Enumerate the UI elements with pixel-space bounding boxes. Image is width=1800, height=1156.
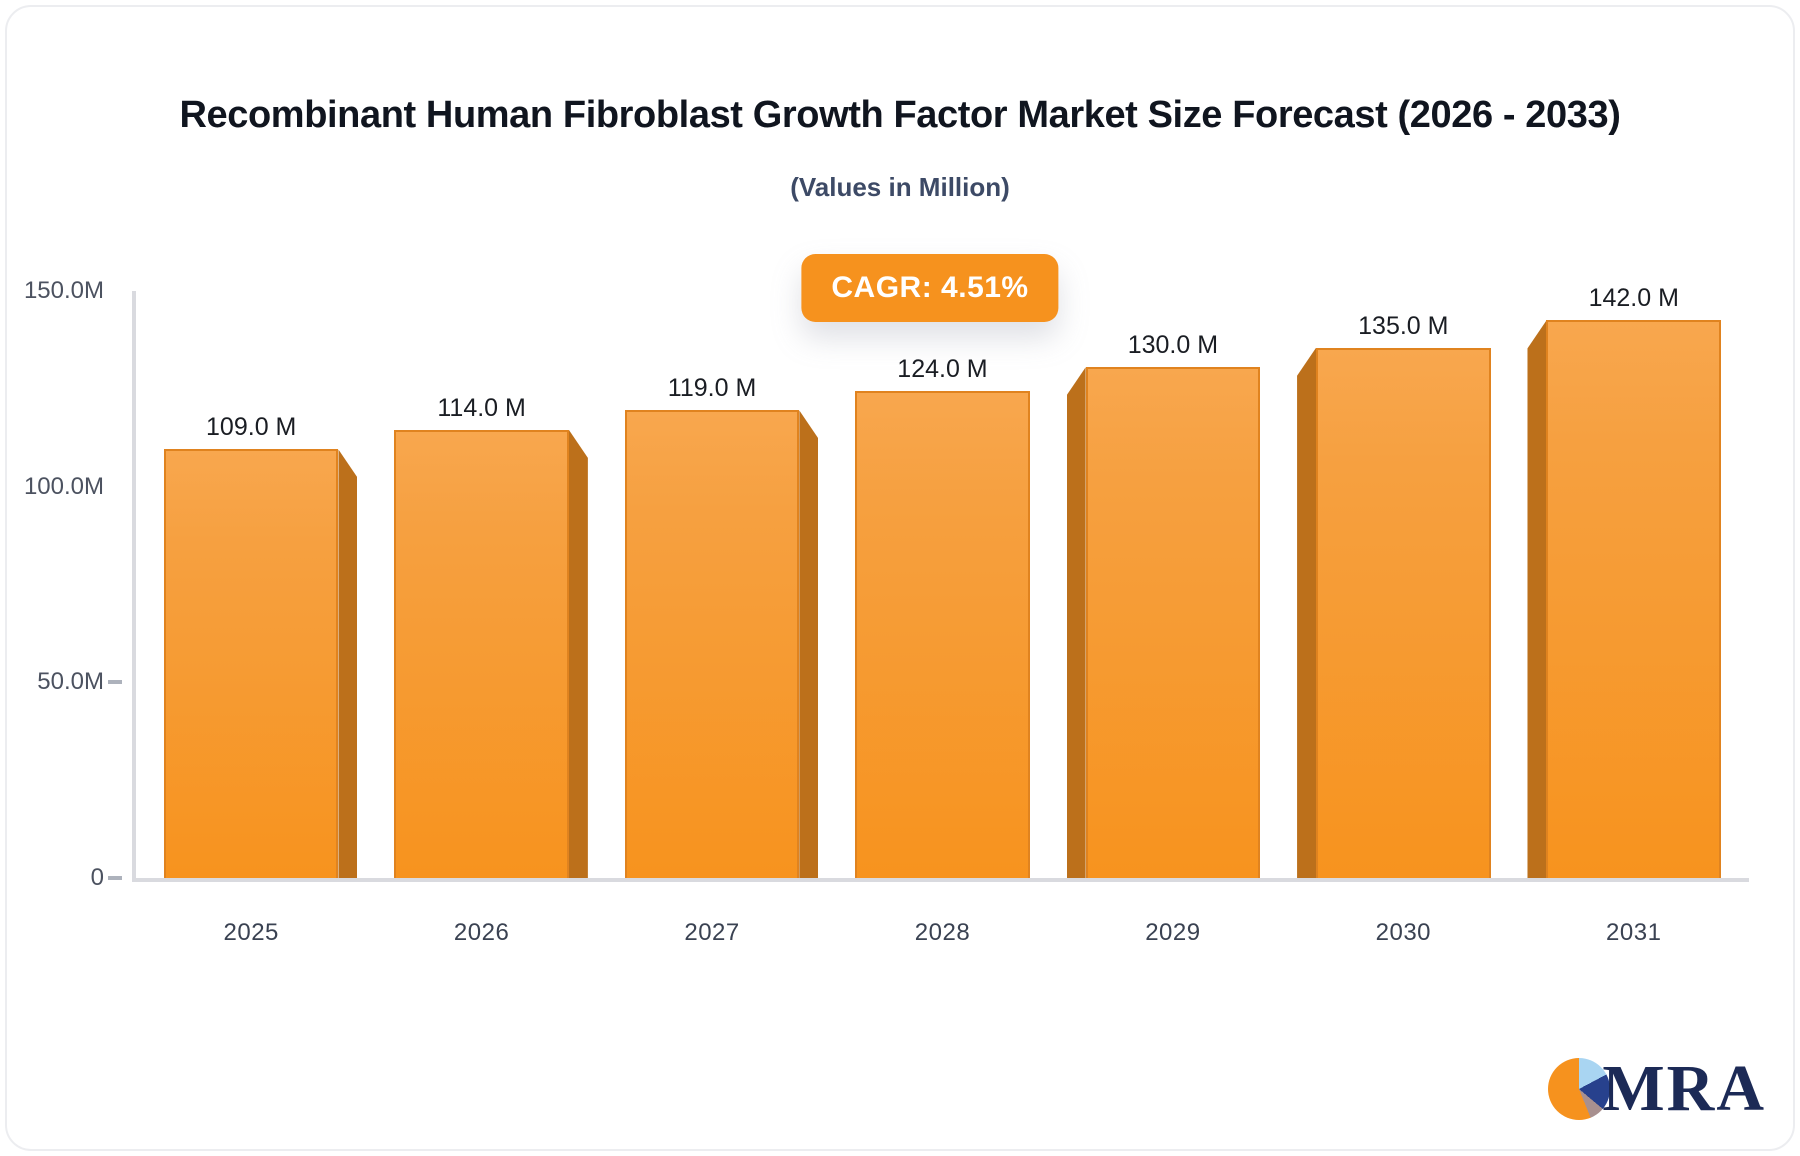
x-axis-label: 2029 — [1145, 919, 1201, 946]
y-tick-mark — [108, 876, 122, 880]
bar-slot-2026: 114.0 M 2026 — [366, 291, 596, 946]
bar-2028[interactable]: 124.0 M — [855, 355, 1030, 878]
bar-2029[interactable]: 130.0 M — [1066, 331, 1261, 878]
y-tick-label: 100.0M — [23, 472, 104, 500]
bar-slot-2030: 135.0 M 2030 — [1288, 291, 1518, 946]
y-tick-label: 150.0M — [23, 277, 104, 304]
bars-container: 109.0 M 2025 114.0 M 2026 119.0 M 2027 124.0 M… — [136, 284, 1749, 946]
bar-2027[interactable]: 119.0 M — [624, 374, 819, 878]
bar-2026[interactable]: 114.0 M — [394, 394, 588, 878]
bar-3d-side — [1066, 367, 1086, 878]
bar-3d-side — [1527, 320, 1547, 878]
bar-value-label: 124.0 M — [897, 354, 988, 383]
chart-title: Recombinant Human Fibroblast Growth Fact… — [179, 94, 1621, 136]
bar-value-label: 119.0 M — [667, 374, 757, 403]
plot-area: 150.0M 100.0M 50.0M 0 109.0 M 2025 114.0 M 202… — [24, 277, 1749, 946]
bar-value-label: 109.0 M — [206, 413, 297, 442]
chart-subtitle: (Values in Million) — [790, 172, 1010, 202]
x-axis-label: 2027 — [684, 919, 740, 946]
bar-slot-2027: 119.0 M 2027 — [597, 291, 827, 946]
x-axis-label: 2025 — [223, 919, 279, 946]
bar-3d-side — [568, 429, 588, 878]
bar-3d-side — [1297, 347, 1317, 878]
bar-value-label: 142.0 M — [1588, 284, 1679, 313]
bar-slot-2031: 142.0 M 2031 — [1519, 284, 1749, 946]
logo-text: MRA — [1602, 1052, 1766, 1125]
bar-2025[interactable]: 109.0 M — [163, 413, 358, 878]
bar-value-label: 130.0 M — [1127, 331, 1219, 360]
x-axis-label: 2026 — [453, 919, 510, 946]
x-axis-label: 2028 — [914, 919, 971, 946]
bar-slot-2028: 124.0 M 2028 — [827, 291, 1057, 946]
x-axis-label: 2030 — [1375, 919, 1432, 946]
y-tick-label: 50.0M — [37, 668, 104, 696]
x-axis-label: 2031 — [1606, 919, 1662, 946]
y-tick-label: 0 — [90, 864, 104, 891]
cagr-badge: CAGR: 4.51% — [801, 254, 1059, 322]
bar-value-label: 114.0 M — [437, 393, 526, 422]
bar-slot-2029: 130.0 M 2029 — [1058, 291, 1288, 946]
bar-3d-side — [338, 449, 358, 878]
bar-2031[interactable]: 142.0 M — [1527, 284, 1721, 878]
pie-chart-icon — [1548, 1058, 1611, 1120]
bar-2030[interactable]: 135.0 M — [1297, 312, 1491, 878]
bar-slot-2025: 109.0 M 2025 — [136, 291, 366, 946]
mra-logo: MRA — [1548, 1056, 1766, 1122]
bar-value-label: 135.0 M — [1358, 311, 1449, 340]
bar-3d-side — [799, 410, 819, 878]
y-tick-mark — [108, 680, 122, 685]
